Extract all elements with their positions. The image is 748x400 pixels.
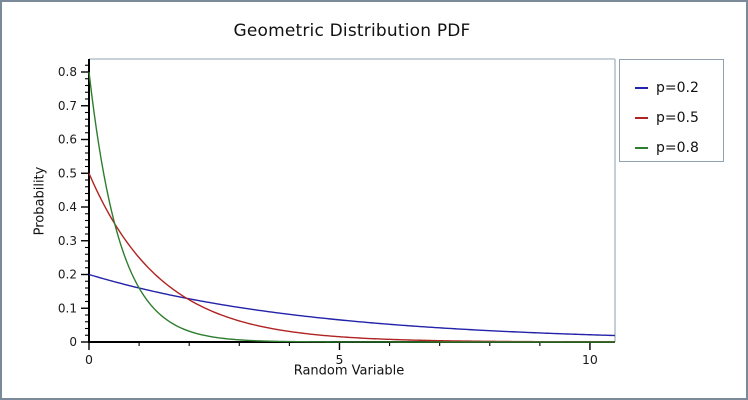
- svg-text:0: 0: [69, 335, 77, 349]
- svg-text:0.2: 0.2: [58, 268, 77, 282]
- legend-line-swatch: [635, 117, 648, 119]
- legend-item: p=0.8: [620, 133, 723, 163]
- svg-text:10: 10: [582, 352, 598, 367]
- svg-text:0.4: 0.4: [58, 200, 77, 214]
- svg-text:0: 0: [85, 352, 93, 367]
- legend-line-swatch: [635, 147, 648, 149]
- svg-text:0.8: 0.8: [58, 65, 77, 79]
- legend-label: p=0.2: [656, 80, 699, 96]
- svg-text:0.6: 0.6: [58, 133, 77, 147]
- legend-label: p=0.8: [656, 140, 699, 156]
- svg-text:0.7: 0.7: [58, 99, 77, 113]
- svg-text:5: 5: [335, 352, 343, 367]
- svg-text:0.3: 0.3: [58, 234, 77, 248]
- legend-item: p=0.5: [620, 103, 723, 133]
- svg-text:0.5: 0.5: [58, 166, 77, 180]
- legend-line-swatch: [635, 87, 648, 89]
- legend-label: p=0.5: [656, 110, 699, 126]
- chart-title: Geometric Distribution PDF: [233, 21, 471, 41]
- legend-item: p=0.2: [620, 73, 723, 103]
- x-axis-title: Random Variable: [293, 363, 405, 379]
- legend: p=0.2 p=0.5 p=0.8: [619, 59, 724, 162]
- svg-text:0.1: 0.1: [58, 301, 77, 315]
